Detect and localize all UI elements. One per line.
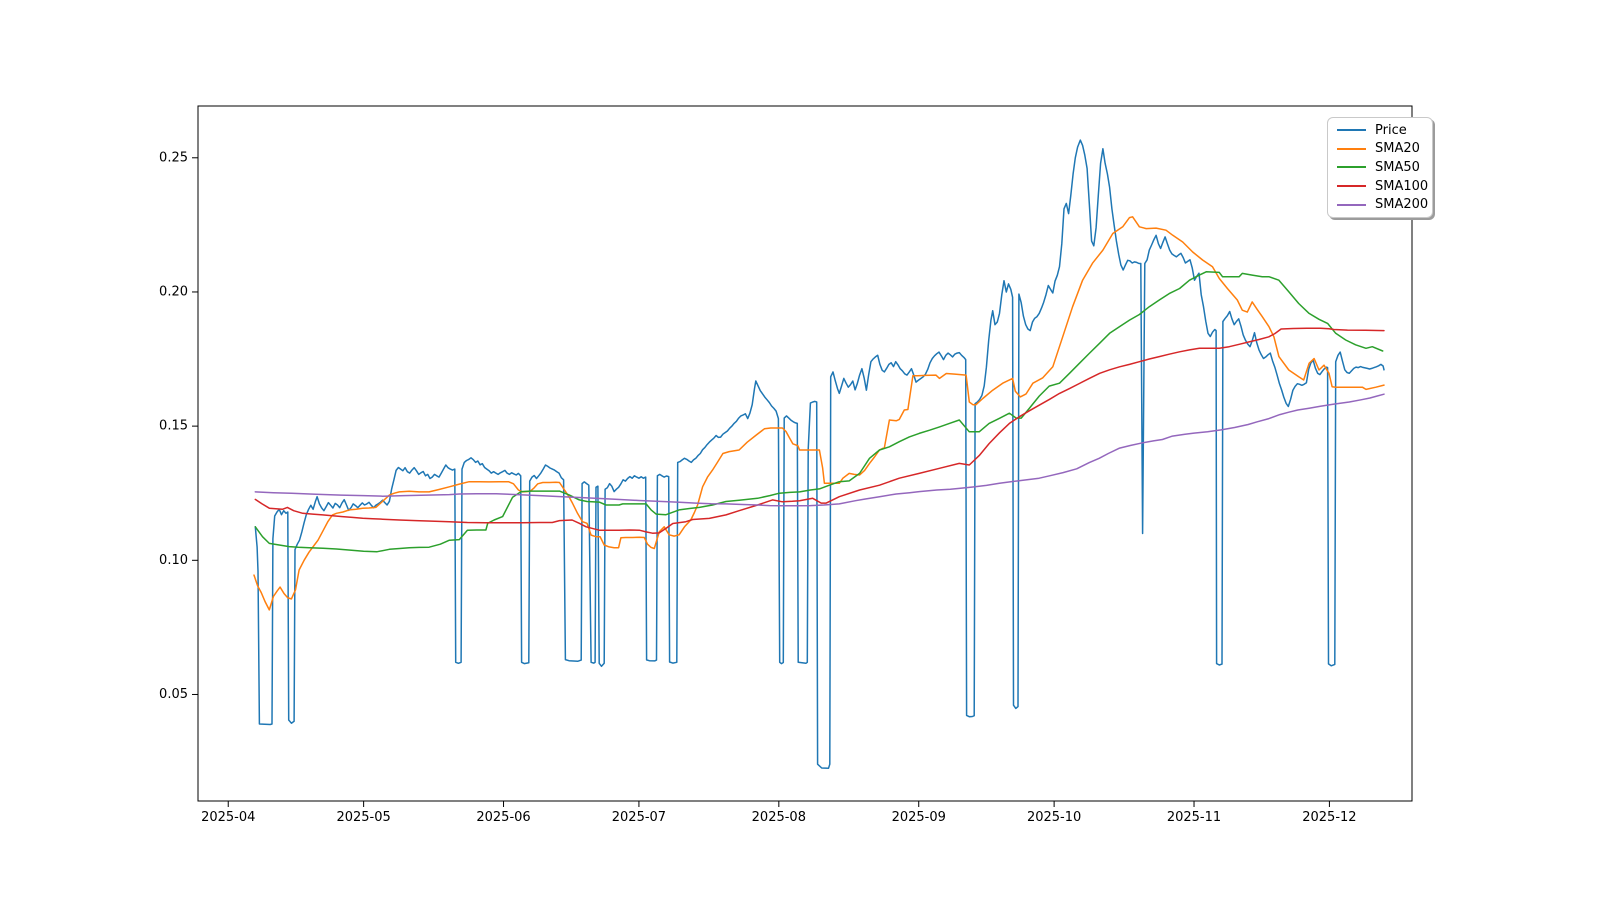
- legend-item-price: Price: [1337, 121, 1432, 140]
- legend-label: Price: [1375, 122, 1407, 138]
- x-tick-label-5: 2025-09: [892, 810, 946, 825]
- legend-line-sample-sma200: [1337, 203, 1366, 206]
- legend-item-sma100: SMA100: [1337, 177, 1432, 196]
- x-tick-label-4: 2025-08: [752, 810, 806, 825]
- x-tick-label-1: 2025-05: [336, 810, 390, 825]
- y-tick-label-2: 0.15: [159, 419, 188, 434]
- legend-label: SMA100: [1375, 178, 1429, 194]
- y-tick-label-3: 0.20: [159, 284, 188, 299]
- x-tick-label-6: 2025-10: [1027, 810, 1081, 825]
- legend-line-sample-sma20: [1337, 147, 1366, 150]
- legend-item-sma200: SMA200: [1337, 195, 1432, 214]
- legend-line-sample-price: [1337, 129, 1366, 132]
- x-tick-label-7: 2025-11: [1167, 810, 1221, 825]
- x-tick-label-2: 2025-06: [476, 810, 530, 825]
- sma200-line: [254, 393, 1385, 507]
- legend-label: SMA20: [1375, 141, 1420, 157]
- sma100-line: [254, 327, 1385, 534]
- x-tick-label-8: 2025-12: [1302, 810, 1356, 825]
- sma50-line: [254, 271, 1384, 553]
- price-line: [254, 139, 1385, 770]
- legend-label: SMA200: [1375, 197, 1429, 213]
- y-tick-label-4: 0.25: [159, 150, 188, 165]
- x-tick-label-0: 2025-04: [201, 810, 255, 825]
- sma20-line: [253, 216, 1385, 611]
- legend-label: SMA50: [1375, 159, 1420, 175]
- legend-line-sample-sma50: [1337, 166, 1366, 169]
- y-tick-label-1: 0.10: [159, 553, 188, 568]
- y-tick-label-0: 0.05: [159, 687, 188, 702]
- legend-item-sma20: SMA20: [1337, 140, 1432, 159]
- legend-line-sample-sma100: [1337, 185, 1366, 188]
- x-tick-label-3: 2025-07: [612, 810, 666, 825]
- axes-frame: [197, 105, 1413, 802]
- legend-box: Price SMA20 SMA50 SMA100 SMA200: [1327, 117, 1433, 218]
- legend-item-sma50: SMA50: [1337, 158, 1432, 177]
